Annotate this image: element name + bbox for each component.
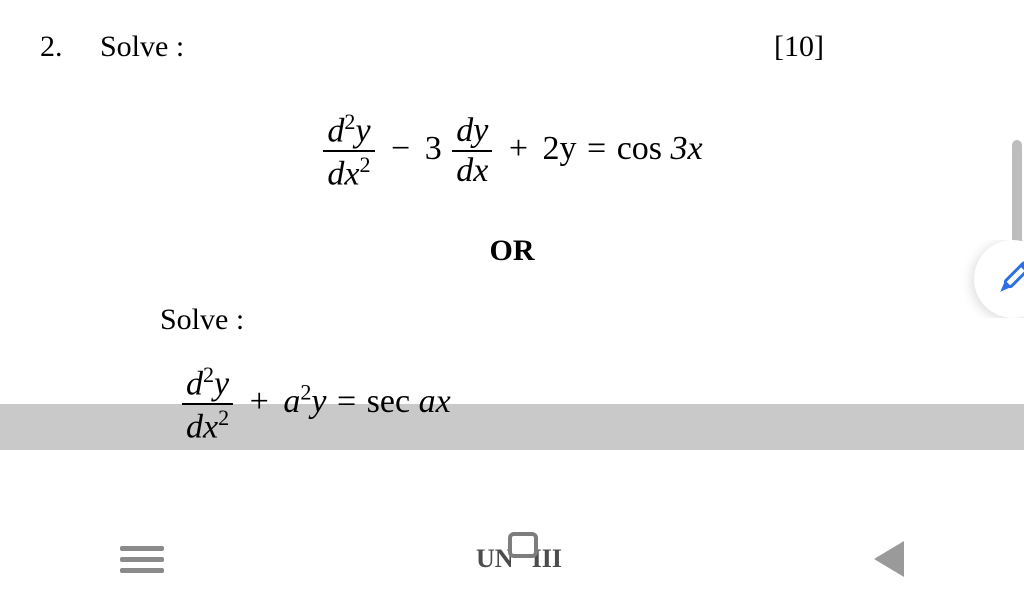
pencil-icon [989,255,1024,303]
rhs-cos3x: cos 3x [617,130,703,167]
question-prompt-2: Solve : [160,303,984,337]
rhs-secax: sec ax [367,383,451,420]
square-icon[interactable] [508,532,538,558]
equation-1: d2y dx2 − 3 dy dx + 2y = cos 3x [40,109,984,194]
fraction-d2y-dx2: d2y dx2 [323,109,374,194]
fraction-d2y-dx2-b: d2y dx2 [182,362,233,447]
question-marks: [10] [774,30,824,64]
equation-2: d2y dx2 + a2y = sec ax [180,362,984,447]
unit-label: UN III [476,544,562,574]
menu-icon[interactable] [120,546,164,573]
scrollbar-thumb[interactable] [1012,140,1022,250]
coeff-3: 3 [425,130,442,167]
plus-op-2: + [244,383,275,420]
equation-2-region: d2y dx2 + a2y = sec ax [40,362,984,447]
question-header: 2. Solve : [10] [40,30,984,64]
exam-page: 2. Solve : [10] d2y dx2 − 3 dy dx + 2y =… [0,0,1024,589]
term-2y: 2y [543,130,577,167]
or-separator: OR [40,234,984,268]
term-a2y: a2y [283,383,326,420]
plus-op: + [503,130,534,167]
equals-op-2: = [335,383,358,420]
minus-op: − [385,130,416,167]
question-number: 2. [40,30,100,64]
back-triangle-icon[interactable] [874,541,904,577]
question-prompt: Solve : [100,30,774,64]
fraction-dy-dx: dy dx [452,112,492,190]
bottom-toolbar: UN III [0,529,1024,589]
equals-op: = [585,130,608,167]
